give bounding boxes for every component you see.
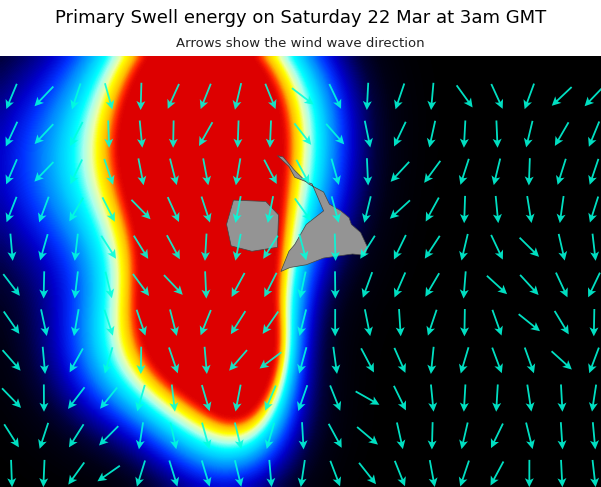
Polygon shape <box>227 200 278 251</box>
Text: Arrows show the wind wave direction: Arrows show the wind wave direction <box>176 37 425 50</box>
Text: Primary Swell energy on Saturday 22 Mar at 3am GMT: Primary Swell energy on Saturday 22 Mar … <box>55 9 546 27</box>
Polygon shape <box>278 156 368 272</box>
